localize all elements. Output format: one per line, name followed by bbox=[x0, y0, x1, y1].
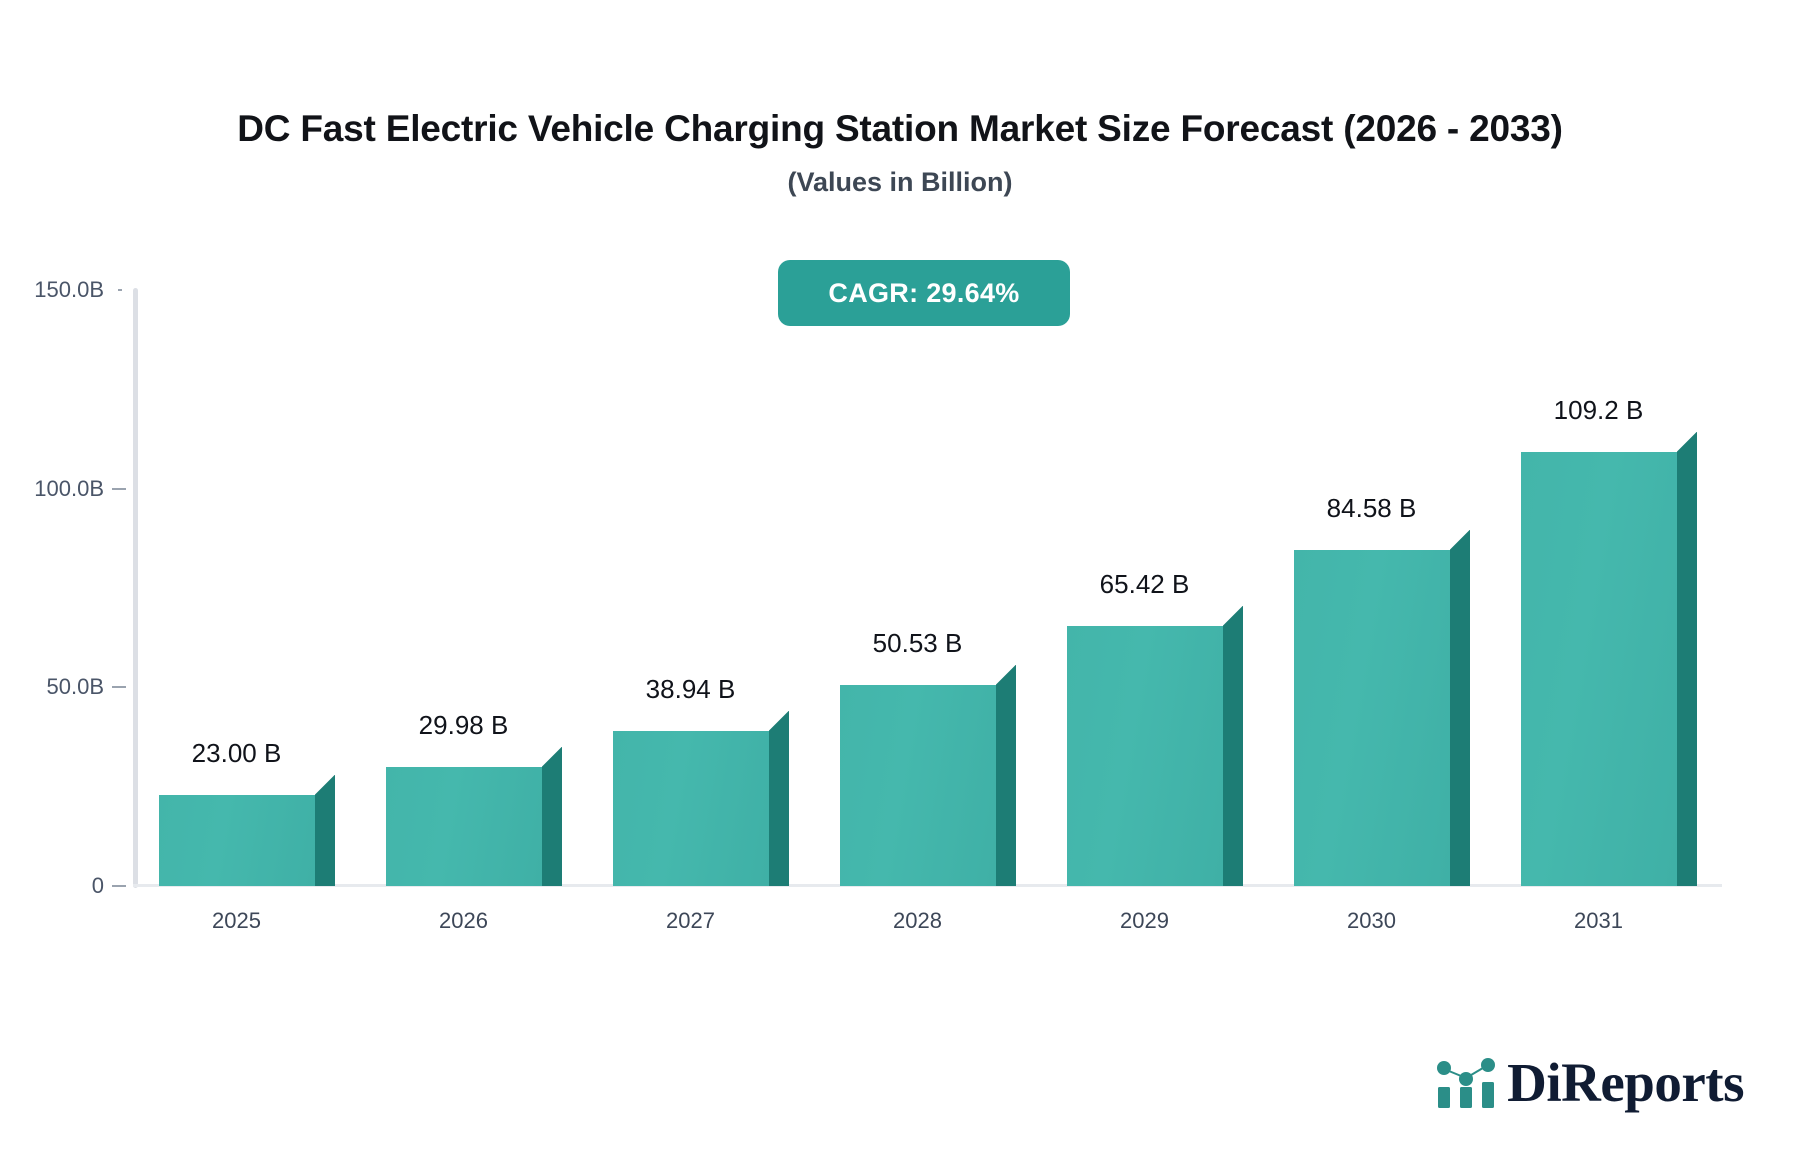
y-axis-tick-mark bbox=[112, 686, 126, 689]
bar-2028[interactable]: 50.53 B bbox=[839, 628, 1016, 886]
bar-side-face bbox=[541, 766, 562, 886]
x-axis-tick-label: 2030 bbox=[1347, 908, 1396, 933]
bar-value-label: 29.98 B bbox=[418, 709, 509, 740]
bar-top-bevel bbox=[1676, 432, 1697, 453]
x-axis-tick-label: 2026 bbox=[439, 908, 488, 933]
bar-side-face bbox=[1222, 626, 1243, 886]
bar-side-face bbox=[768, 731, 789, 886]
logo-wordmark: DiReports bbox=[1507, 1052, 1744, 1114]
bar-side-face bbox=[1676, 452, 1697, 886]
bar-value-label: 38.94 B bbox=[645, 674, 736, 705]
bar-front-face bbox=[385, 766, 542, 886]
bar-top-bevel bbox=[768, 711, 789, 732]
bar-2029[interactable]: 65.42 B bbox=[1066, 569, 1243, 886]
bar-value-label: 65.42 B bbox=[1099, 569, 1190, 600]
bar-2031[interactable]: 109.2 B bbox=[1520, 395, 1697, 886]
plot-area: 23.00 B 29.98 B 38.94 B 50.53 B 65.42 B 84.58… bbox=[133, 238, 1722, 886]
bar-2027[interactable]: 38.94 B bbox=[612, 674, 789, 886]
y-axis-line bbox=[133, 288, 138, 888]
bar-front-face bbox=[1520, 452, 1677, 886]
bar-value-label: 84.58 B bbox=[1326, 492, 1417, 523]
bar-front-face bbox=[158, 794, 315, 886]
x-axis-tick-label: 2027 bbox=[666, 908, 715, 933]
bar-top-bevel bbox=[1222, 606, 1243, 627]
x-axis-tick-label: 2031 bbox=[1574, 908, 1623, 933]
bar-front-face bbox=[1066, 626, 1223, 886]
direports-logo: DiReports bbox=[1435, 1054, 1744, 1110]
chart-subtitle: (Values in Billion) bbox=[787, 167, 1013, 197]
y-axis-tick-mark bbox=[112, 885, 126, 887]
bar-chart-logo-icon bbox=[1435, 1054, 1497, 1110]
x-axis-tick-label: 2025 bbox=[212, 908, 261, 933]
y-axis-tick-label: 100.0B bbox=[34, 475, 104, 501]
y-axis-tick-mark bbox=[112, 487, 126, 490]
cagr-badge-label: CAGR: 29.64% bbox=[828, 277, 1020, 308]
bar-top-bevel bbox=[1449, 529, 1470, 550]
y-axis-tick-label: 50.0B bbox=[46, 674, 105, 700]
bar-side-face bbox=[995, 685, 1016, 886]
bar-top-bevel bbox=[541, 746, 562, 767]
bar-value-label: 109.2 B bbox=[1553, 395, 1644, 426]
bar-front-face bbox=[1293, 549, 1450, 886]
y-axis-tick-label: 150.0B bbox=[34, 277, 104, 302]
y-axis-tick-mark bbox=[118, 289, 122, 291]
bar-top-bevel bbox=[314, 774, 335, 795]
bar-value-label: 50.53 B bbox=[872, 628, 963, 659]
cagr-badge: CAGR: 29.64% bbox=[778, 260, 1070, 326]
x-axis-tick-label: 2029 bbox=[1120, 908, 1169, 933]
x-axis-tick-label: 2028 bbox=[893, 908, 942, 933]
bar-2025[interactable]: 23.00 B bbox=[158, 738, 335, 886]
bar-top-bevel bbox=[995, 665, 1016, 686]
chart-title: DC Fast Electric Vehicle Charging Statio… bbox=[237, 108, 1563, 149]
y-axis-tick-label: 0 bbox=[91, 873, 104, 898]
bar-value-label: 23.00 B bbox=[191, 737, 282, 768]
bar-2030[interactable]: 84.58 B bbox=[1293, 493, 1470, 886]
bar-2026[interactable]: 29.98 B bbox=[385, 710, 562, 886]
bar-front-face bbox=[612, 731, 769, 886]
bar-front-face bbox=[839, 685, 996, 886]
bar-side-face bbox=[314, 794, 335, 886]
bar-side-face bbox=[1449, 549, 1470, 886]
